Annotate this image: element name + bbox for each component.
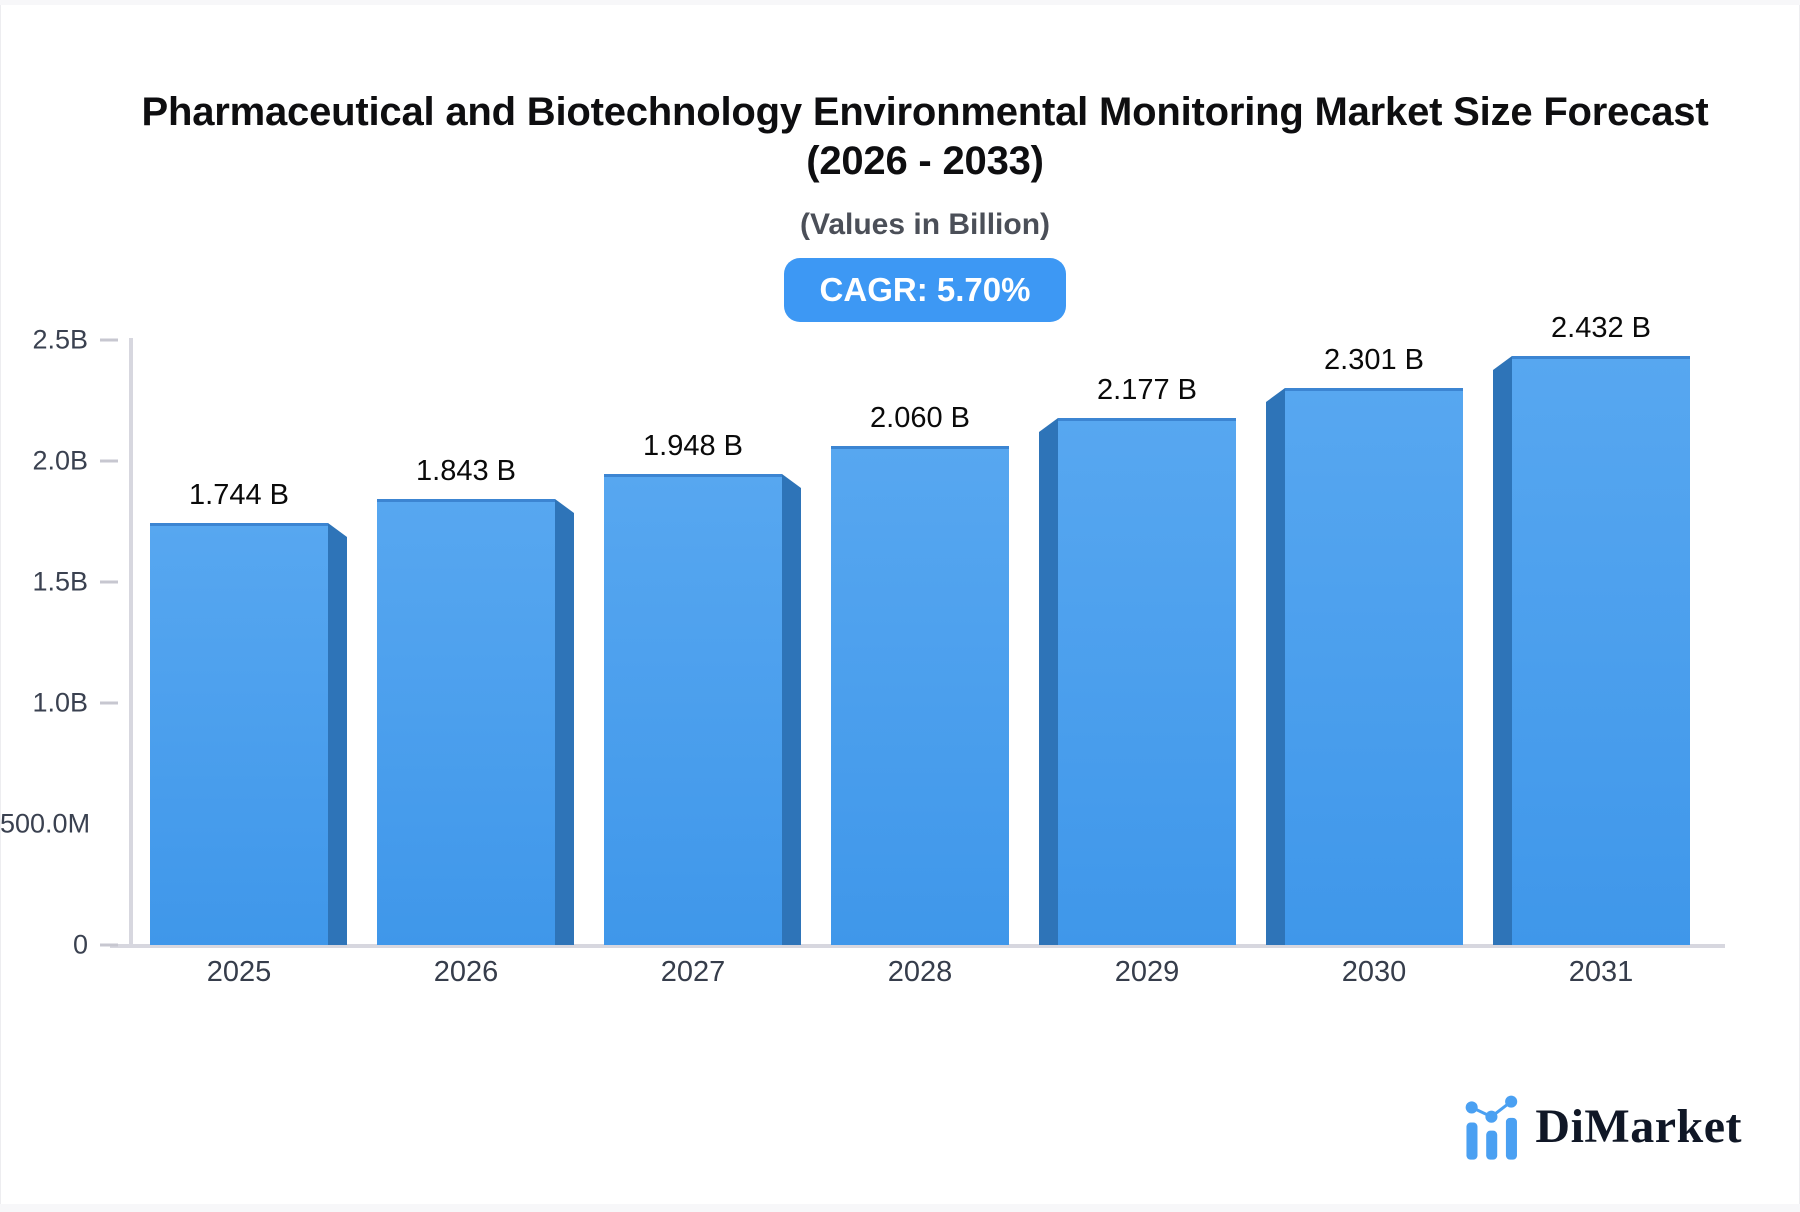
bar-2026[interactable] <box>377 499 555 945</box>
bar-value-label: 1.843 B <box>416 455 516 487</box>
chart-header: Pharmaceutical and Biotechnology Environ… <box>50 88 1800 322</box>
bar-value-label: 1.744 B <box>189 479 289 511</box>
bar-2028[interactable] <box>831 446 1009 945</box>
bar-side-2027 <box>782 474 801 945</box>
brand-logo-icon <box>1461 1090 1523 1162</box>
bar-2025[interactable] <box>150 523 328 945</box>
y-axis-tick-label: 1.5B <box>32 566 88 597</box>
bar-side-2031 <box>1493 356 1512 945</box>
brand-name: DiMarket <box>1535 1099 1742 1153</box>
x-axis-label-2027: 2027 <box>660 956 726 988</box>
bar-value-label: 2.060 B <box>870 402 970 434</box>
bar-2029[interactable] <box>1058 418 1236 945</box>
chart-title-line2: (2026 - 2033) <box>806 138 1044 183</box>
chart-subtitle: (Values in Billion) <box>799 207 1051 241</box>
x-axis-label-2031: 2031 <box>1568 956 1634 988</box>
x-axis-label-2026: 2026 <box>433 956 499 988</box>
x-axis-label-2029: 2029 <box>1114 956 1180 988</box>
y-axis-tick-dash <box>100 701 118 705</box>
bar-side-2029 <box>1039 418 1058 945</box>
y-axis-tick-label: 1.0B <box>32 687 88 718</box>
chart-title-line1: Pharmaceutical and Biotechnology Environ… <box>141 90 1709 134</box>
y-axis-tick-label: 2.5B <box>32 324 88 355</box>
bar-value-label: 2.177 B <box>1097 374 1197 406</box>
cagr-badge: CAGR: 5.70% <box>783 257 1067 322</box>
bar-value-label: 2.301 B <box>1324 344 1424 376</box>
y-axis-tick-dash <box>100 943 118 947</box>
y-axis-tick-dash <box>100 338 118 342</box>
x-axis-line <box>110 944 1725 948</box>
y-axis-tick-label: 0 <box>72 929 88 960</box>
bar-side-2025 <box>328 523 347 945</box>
y-axis-tick-label: 2.0B <box>32 445 88 476</box>
bar-value-label: 2.432 B <box>1551 312 1651 344</box>
bar-value-label: 1.948 B <box>643 430 743 462</box>
x-axis-label-2025: 2025 <box>206 956 272 988</box>
y-axis-tick-dash <box>100 459 118 463</box>
x-axis-label-2028: 2028 <box>887 956 953 988</box>
bar-side-2026 <box>555 499 574 945</box>
bar-side-2030 <box>1266 388 1285 945</box>
bar-2031[interactable] <box>1512 356 1690 945</box>
x-axis-label-2030: 2030 <box>1341 956 1407 988</box>
brand-logo: DiMarket <box>1461 1090 1742 1162</box>
bar-2030[interactable] <box>1285 388 1463 945</box>
bar-2027[interactable] <box>604 474 782 945</box>
chart-title: Pharmaceutical and Biotechnology Environ… <box>50 88 1800 186</box>
y-axis-tick-dash <box>100 580 118 584</box>
y-axis-line <box>129 338 133 948</box>
y-axis-tick-label: 500.0M <box>0 808 91 839</box>
